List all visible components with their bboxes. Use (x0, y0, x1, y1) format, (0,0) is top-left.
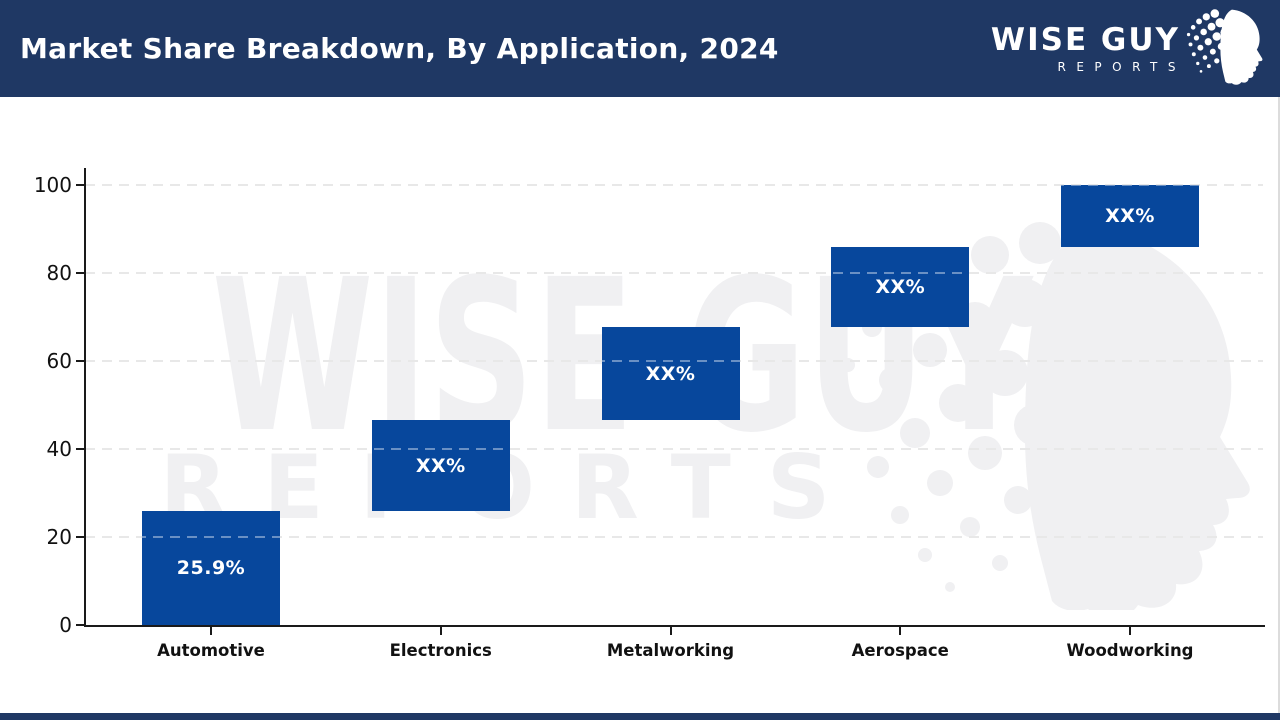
bar-value-label: XX% (645, 362, 696, 385)
bar-value-label: XX% (1105, 204, 1155, 227)
bar: 25.9% (142, 511, 280, 625)
y-tick (76, 624, 84, 626)
gridline (85, 448, 1263, 450)
x-tick-label: Metalworking (606, 641, 735, 660)
gridline (85, 536, 1263, 538)
y-tick-label: 20 (46, 525, 72, 549)
x-tick (210, 627, 212, 635)
x-tick (1129, 627, 1131, 635)
bar: XX% (1061, 185, 1199, 247)
logo-face-icon (1186, 9, 1263, 85)
gridline-overlay (85, 448, 1263, 450)
bar: XX% (601, 327, 740, 421)
y-tick (76, 184, 84, 186)
x-tick (899, 627, 902, 635)
y-tick (76, 360, 84, 362)
x-tick-label: Electronics (389, 641, 492, 660)
y-tick-label: 40 (46, 437, 72, 461)
bar-value-label: XX% (875, 275, 926, 298)
brand-logo: WISE GUY REPORTS (991, 6, 1266, 92)
y-tick-label: 60 (46, 349, 72, 373)
gridline-overlay (85, 536, 1263, 538)
y-tick-label: 100 (33, 173, 72, 197)
plot-area: WISE GUY REPORTS 0 20 40 60 80 100 25.9% A (0, 97, 1280, 713)
header: Market Share Breakdown, By Application, … (0, 0, 1280, 97)
bar: XX% (371, 420, 510, 512)
x-tick-label: Woodworking (1066, 641, 1194, 660)
y-axis-spine (84, 168, 86, 627)
x-tick-label: Automotive (157, 641, 265, 660)
bar: XX% (831, 246, 970, 328)
page-right-border (1278, 97, 1280, 713)
gridline (85, 272, 1263, 274)
y-tick (76, 272, 84, 274)
x-tick-label: Aerospace (851, 641, 949, 660)
y-tick-label: 0 (59, 613, 72, 637)
gridline-overlay (85, 360, 1263, 362)
y-tick (76, 536, 84, 538)
bar-value-label: 25.9% (176, 557, 246, 579)
x-tick (439, 627, 442, 635)
y-tick (76, 448, 84, 450)
logo-subtitle: REPORTS (1057, 59, 1186, 74)
y-tick-label: 80 (46, 261, 72, 285)
bar-value-label: XX% (415, 454, 466, 477)
chart-title: Market Share Breakdown, By Application, … (20, 32, 779, 65)
gridline (85, 184, 1263, 186)
gridline-overlay (85, 272, 1263, 274)
gridline-overlay (85, 184, 1263, 186)
brand-logo-text: WISE GUY REPORTS (990, 21, 1180, 74)
x-tick (669, 627, 672, 635)
footer-bar (0, 713, 1280, 720)
logo-wordmark: WISE GUY (990, 21, 1180, 58)
x-axis-spine (84, 625, 1265, 627)
